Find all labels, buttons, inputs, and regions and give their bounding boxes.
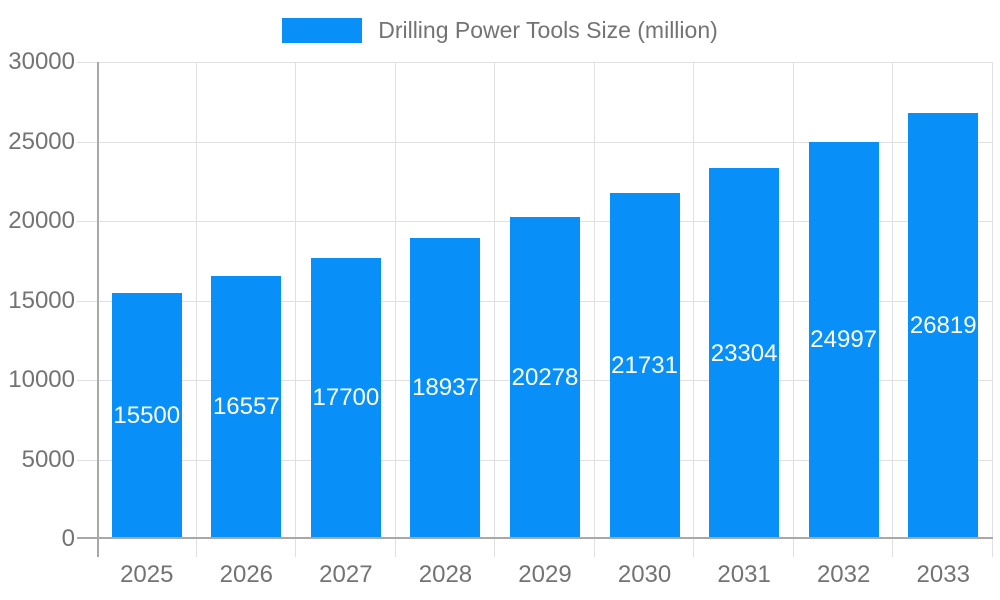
bar-value-label: 23304 <box>710 339 778 367</box>
v-gridline <box>693 62 695 557</box>
x-axis-label: 2031 <box>717 561 771 588</box>
y-axis-label: 15000 <box>8 286 75 314</box>
bar-2029[interactable]: 20278 <box>510 216 580 539</box>
legend[interactable]: Drilling Power Tools Size (million) <box>0 17 1000 44</box>
x-axis-label: 2026 <box>219 561 274 588</box>
bar-2028[interactable]: 18937 <box>410 237 481 539</box>
bar-2025[interactable]: 15500 <box>111 292 182 539</box>
bar-value-label: 24997 <box>810 326 878 354</box>
v-gridline <box>295 62 297 557</box>
bar-value-label: 26819 <box>909 311 977 339</box>
v-gridline <box>792 62 794 557</box>
x-axis-line <box>77 537 993 539</box>
x-axis-label: 2027 <box>319 561 373 588</box>
legend-label: Drilling Power Tools Size (million) <box>378 17 718 43</box>
y-axis-label: 20000 <box>8 207 75 234</box>
v-gridline <box>494 62 496 557</box>
v-gridline <box>593 62 595 557</box>
y-axis-label: 5000 <box>21 445 75 473</box>
x-axis-label: 2032 <box>816 561 871 588</box>
v-gridline <box>195 62 197 557</box>
bar-2032[interactable]: 24997 <box>808 141 879 539</box>
y-axis-label: 0 <box>61 525 75 552</box>
bar-2033[interactable]: 26819 <box>908 112 979 539</box>
bar-value-label: 20278 <box>511 363 579 391</box>
bar-2026[interactable]: 16557 <box>211 275 282 539</box>
bar-2030[interactable]: 21731 <box>609 193 680 539</box>
legend-marker <box>282 18 363 43</box>
h-gridline <box>77 62 993 63</box>
bar-value-label: 16557 <box>212 393 280 421</box>
v-gridline <box>892 62 894 557</box>
x-axis-label: 2033 <box>916 561 970 588</box>
x-axis-label: 2028 <box>418 561 473 588</box>
y-axis-label: 25000 <box>8 127 75 155</box>
x-axis-label: 2029 <box>518 561 572 588</box>
y-axis-line <box>97 62 99 557</box>
x-axis-label: 2025 <box>120 561 174 588</box>
v-gridline <box>992 62 993 557</box>
bar-value-label: 17700 <box>312 384 380 412</box>
y-axis-label: 30000 <box>8 48 75 75</box>
v-gridline <box>394 62 396 557</box>
bar-value-label: 15500 <box>113 401 181 429</box>
h-gridline <box>77 141 993 143</box>
bar-value-label: 21731 <box>611 352 678 380</box>
bar-2031[interactable]: 23304 <box>709 168 780 539</box>
plot-area: 15500 16557 17700 18937 20278 21731 23304 24997… <box>8 48 993 588</box>
x-axis-label: 2030 <box>617 561 672 588</box>
bar-2027[interactable]: 17700 <box>310 257 381 539</box>
y-axis-label: 10000 <box>8 366 75 393</box>
bar-value-label: 18937 <box>412 374 479 402</box>
